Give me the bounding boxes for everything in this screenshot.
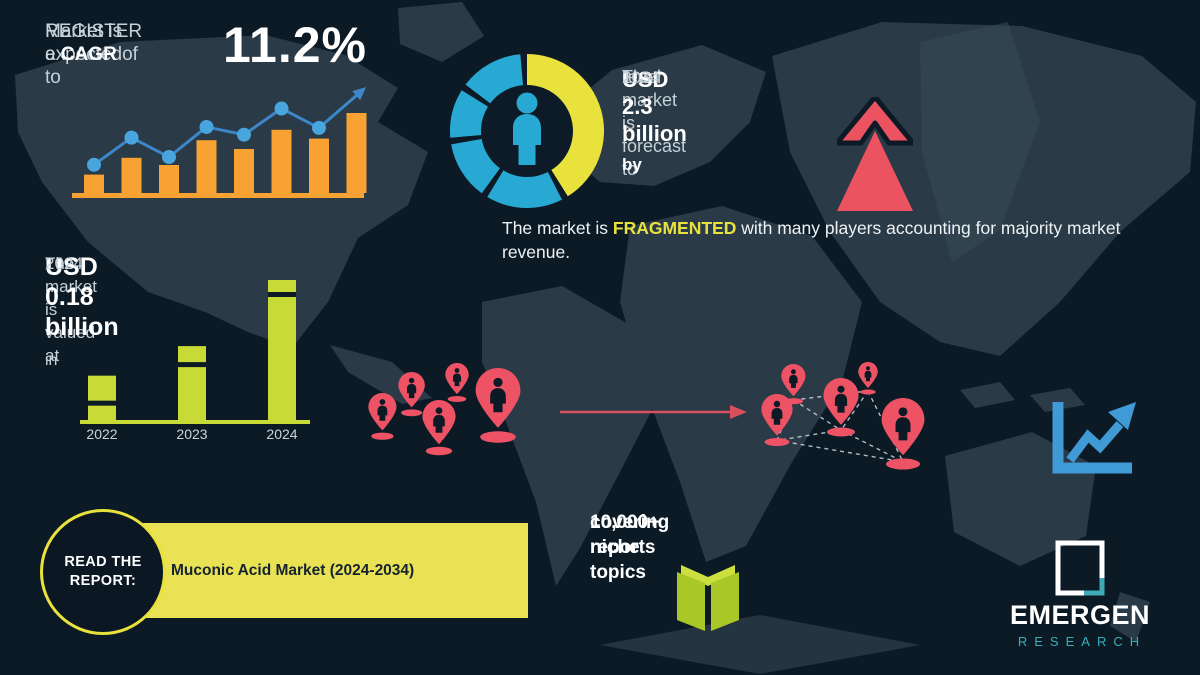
valued-line1: The market is valued at (45, 254, 97, 365)
svg-text:2022: 2022 (86, 426, 117, 442)
report-title-banner[interactable]: Muconic Acid Market (2024-2034) (141, 523, 528, 618)
cagr-line2-post: of (116, 44, 138, 65)
donut-chart (450, 54, 604, 208)
reports-blurb-line1: 10,000+ reports (590, 512, 660, 558)
valued-suffix: in (45, 352, 58, 369)
logo-name: EMERGEN (1009, 600, 1151, 630)
cagr-line1: Market is expected to (45, 21, 123, 88)
fragmented-highlight: FRAGMENTED (612, 218, 737, 238)
consolidation-arrow-icon (560, 405, 747, 419)
forecast-line1: The market is forecast to (622, 67, 687, 179)
logo-subtitle: RESEARCH (1017, 634, 1147, 649)
svg-text:2023: 2023 (176, 426, 207, 442)
fragmented-text: The market is FRAGMENTED with many playe… (502, 216, 1150, 264)
fragmented-pre: The market is (502, 218, 613, 238)
cagr-keyword: CAGR (60, 44, 117, 65)
read-report-label: READ THE REPORT: (64, 554, 142, 589)
double-up-arrow-icon (837, 97, 913, 211)
cagr-line2-pre: REGISTER a (45, 21, 143, 65)
forecast-year: 2034 (622, 68, 660, 87)
read-report-badge[interactable]: READ THE REPORT: (40, 509, 166, 635)
cagr-value: 11.2% (223, 17, 368, 73)
svg-text:2024: 2024 (266, 426, 297, 442)
players-pins-network (761, 362, 925, 470)
growth-bar-chart (72, 87, 367, 198)
emergen-logo-mark (1055, 540, 1105, 596)
emergen-logo: EMERGEN RESEARCH (998, 538, 1162, 649)
open-book-icon (677, 565, 739, 631)
valued-year: 2024 (45, 254, 83, 273)
reports-blurb-line2: covering niche topics (590, 512, 670, 583)
growth-arrow-icon (1052, 402, 1136, 474)
person-icon (513, 92, 541, 165)
forecast-line2: reach (622, 67, 668, 87)
forecast-value-suffix: by (622, 155, 642, 174)
fragmented-post: with many players accounting for majorit… (502, 218, 1121, 262)
report-title: Muconic Acid Market (2024-2034) (171, 561, 415, 579)
market-value-bar-chart: 2022 2023 2024 (80, 280, 310, 442)
valued-value: USD 0.18 billion (45, 253, 119, 341)
forecast-value: USD 2.3 billion (622, 67, 687, 146)
players-pins-cluster (368, 363, 521, 456)
